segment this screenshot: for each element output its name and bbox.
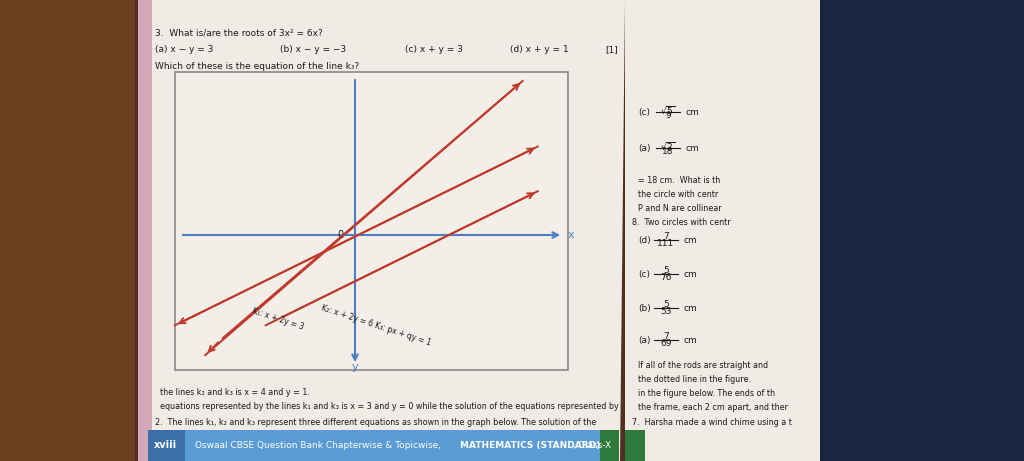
- Text: 111: 111: [657, 239, 675, 248]
- Polygon shape: [148, 430, 185, 461]
- Polygon shape: [625, 0, 820, 461]
- Text: cm: cm: [686, 143, 699, 153]
- Text: 8.  Two circles with centr: 8. Two circles with centr: [632, 218, 731, 227]
- Polygon shape: [148, 430, 618, 461]
- Text: cm: cm: [684, 270, 697, 278]
- Polygon shape: [600, 430, 618, 461]
- Text: cm: cm: [684, 336, 697, 344]
- Text: y: y: [351, 362, 358, 372]
- Text: 76: 76: [660, 273, 672, 282]
- Text: the circle with centr: the circle with centr: [638, 190, 718, 199]
- Text: (a): (a): [638, 336, 650, 344]
- Text: the frame, each 2 cm apart, and ther: the frame, each 2 cm apart, and ther: [638, 403, 788, 412]
- Text: If all of the rods are straight and: If all of the rods are straight and: [638, 361, 768, 370]
- Text: in the figure below. The ends of th: in the figure below. The ends of th: [638, 389, 775, 398]
- Text: (a): (a): [638, 143, 650, 153]
- Text: , Class-X: , Class-X: [573, 441, 611, 449]
- Text: 2.  The lines k₁, k₂ and k₃ represent three different equations as shown in the : 2. The lines k₁, k₂ and k₃ represent thr…: [155, 418, 596, 427]
- Text: x: x: [568, 230, 574, 240]
- Text: equations represented by the lines k₁ and k₃ is x = 3 and y = 0 while the soluti: equations represented by the lines k₁ an…: [160, 402, 618, 411]
- Text: Which of these is the equation of the line k₃?: Which of these is the equation of the li…: [155, 62, 359, 71]
- Text: the lines k₂ and k₃ is x = 4 and y = 1.: the lines k₂ and k₃ is x = 4 and y = 1.: [160, 388, 310, 397]
- Text: (a) x − y = 3: (a) x − y = 3: [155, 45, 213, 54]
- Text: 69: 69: [660, 339, 672, 348]
- Text: 9: 9: [666, 111, 671, 120]
- Text: $\sqrt{2}$: $\sqrt{2}$: [660, 140, 676, 152]
- Text: MATHEMATICS (STANDARD): MATHEMATICS (STANDARD): [460, 441, 600, 449]
- Text: 7: 7: [664, 232, 669, 241]
- Text: 5: 5: [664, 300, 669, 309]
- Text: cm: cm: [684, 236, 697, 244]
- Text: xviii: xviii: [154, 440, 176, 450]
- Text: 3.  What is/are the roots of 3x² = 6x?: 3. What is/are the roots of 3x² = 6x?: [155, 28, 323, 37]
- Polygon shape: [138, 0, 152, 461]
- Text: (b) x − y = −3: (b) x − y = −3: [280, 45, 346, 54]
- Text: Oswaal CBSE Question Bank Chapterwise & Topicwise,: Oswaal CBSE Question Bank Chapterwise & …: [195, 441, 443, 449]
- Text: 7: 7: [664, 332, 669, 341]
- Text: P and N are collinear: P and N are collinear: [638, 204, 722, 213]
- Text: (c) x + y = 3: (c) x + y = 3: [406, 45, 463, 54]
- Polygon shape: [175, 72, 568, 370]
- Polygon shape: [625, 430, 645, 461]
- Polygon shape: [820, 0, 1024, 461]
- Text: K₁: x + 2y = 3: K₁: x + 2y = 3: [251, 307, 304, 332]
- Text: (c): (c): [638, 270, 650, 278]
- Text: 7.  Harsha made a wind chime using a t: 7. Harsha made a wind chime using a t: [632, 418, 792, 427]
- Text: (c): (c): [638, 107, 650, 117]
- Text: $\sqrt{5}$: $\sqrt{5}$: [660, 104, 676, 116]
- Polygon shape: [148, 0, 625, 461]
- Text: [1]: [1]: [605, 45, 617, 54]
- Text: 18: 18: [663, 147, 674, 156]
- Text: = 18 cm.  What is th: = 18 cm. What is th: [638, 176, 720, 185]
- Text: (d): (d): [638, 236, 650, 244]
- Text: 5: 5: [664, 266, 669, 275]
- Text: 0: 0: [337, 230, 343, 240]
- Text: K₂: x + 2y = 6 K₃: px + qy = 1: K₂: x + 2y = 6 K₃: px + qy = 1: [321, 303, 432, 347]
- Polygon shape: [0, 0, 135, 461]
- Text: 53: 53: [660, 307, 672, 316]
- Text: cm: cm: [686, 107, 699, 117]
- Text: (b): (b): [638, 303, 650, 313]
- Text: the dotted line in the figure.: the dotted line in the figure.: [638, 375, 751, 384]
- Text: (d) x + y = 1: (d) x + y = 1: [510, 45, 568, 54]
- Text: cm: cm: [684, 303, 697, 313]
